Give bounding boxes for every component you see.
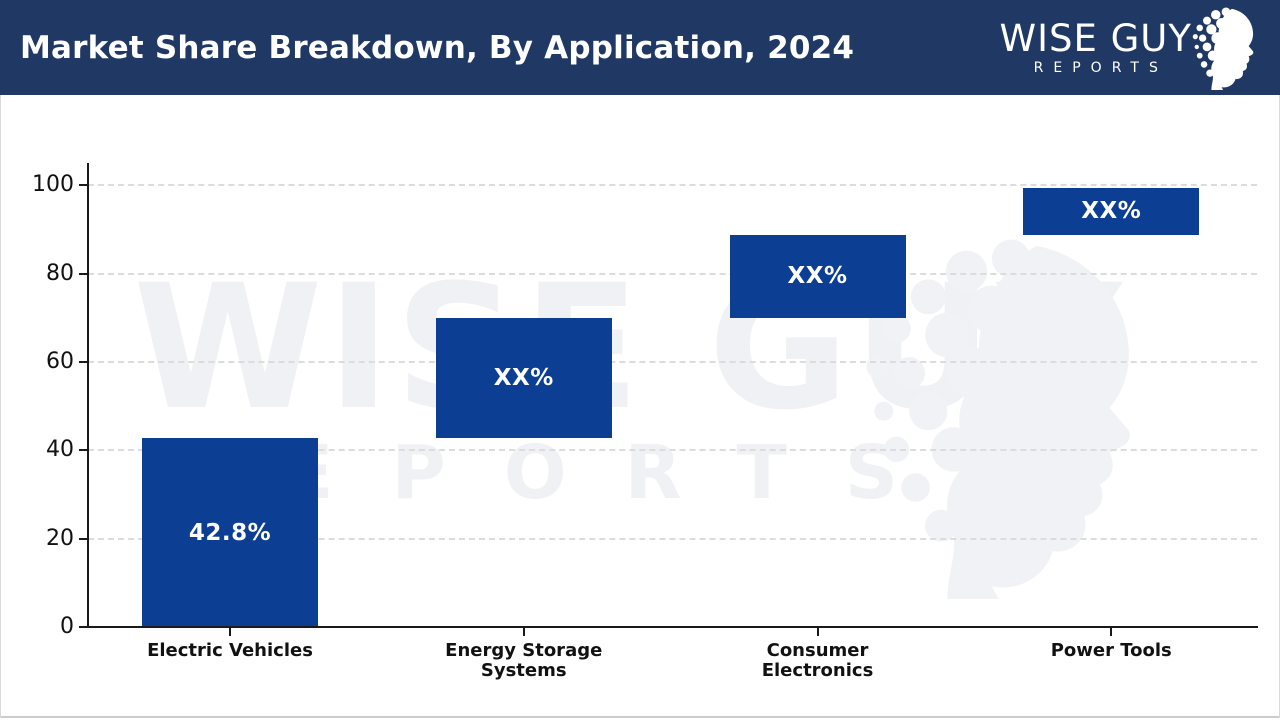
y-tick-label: 100 [32,172,74,198]
bar-value-label: XX% [493,364,554,391]
bar-segment: XX% [729,234,906,318]
bar-segment: XX% [435,317,612,438]
x-category-label: Power Tools [1050,640,1172,661]
dotted-head-icon [1192,7,1254,90]
logo-text: WISE GUY REPORTS [999,16,1192,77]
gridline-100 [88,184,1257,187]
y-tick-label: 0 [60,614,74,639]
y-tick-label: 80 [46,260,74,286]
bar-value-label: XX% [1081,198,1142,225]
y-tick-label: 60 [46,349,74,375]
figure-left-border [0,95,1,718]
x-tick-mark [1110,628,1113,636]
gridline-20 [88,537,1257,540]
x-category-label: Consumer Electronics [761,640,874,681]
gridline-40 [88,449,1257,452]
gridline-80 [88,272,1257,275]
header-bar: Market Share Breakdown, By Application, … [0,0,1280,95]
bar-value-label: XX% [787,263,848,290]
bar-value-label: 42.8% [188,519,272,546]
y-tick-mark-100 [79,184,87,187]
x-tick-mark [522,628,525,636]
x-category-label: Energy Storage Systems [445,640,603,681]
y-axis-line [87,163,89,628]
gridline-60 [88,361,1257,364]
logo-brand-sub: REPORTS [1033,60,1168,77]
watermark-brand-name: WISE GUY [133,247,1126,448]
y-tick-mark-0 [79,626,87,628]
y-tick-mark-80 [79,272,87,275]
x-tick-mark [229,628,231,636]
bar-segment: 42.8% [142,438,318,627]
y-tick-label: 40 [46,437,74,463]
logo-brand-name: WISE GUY [999,16,1192,60]
y-tick-mark-60 [79,361,87,364]
wiseguy-reports-logo: WISE GUY REPORTS [1000,6,1266,90]
y-tick-label: 20 [46,525,74,551]
y-tick-mark-40 [79,449,87,452]
x-category-label: Electric Vehicles [147,640,313,661]
chart-title: Market Share Breakdown, By Application, … [20,29,855,66]
bar-segment: XX% [1023,187,1200,235]
x-tick-mark [816,628,819,636]
x-axis-line [86,626,1258,628]
figure-bottom-border [0,716,1280,718]
y-tick-mark-20 [79,537,87,540]
